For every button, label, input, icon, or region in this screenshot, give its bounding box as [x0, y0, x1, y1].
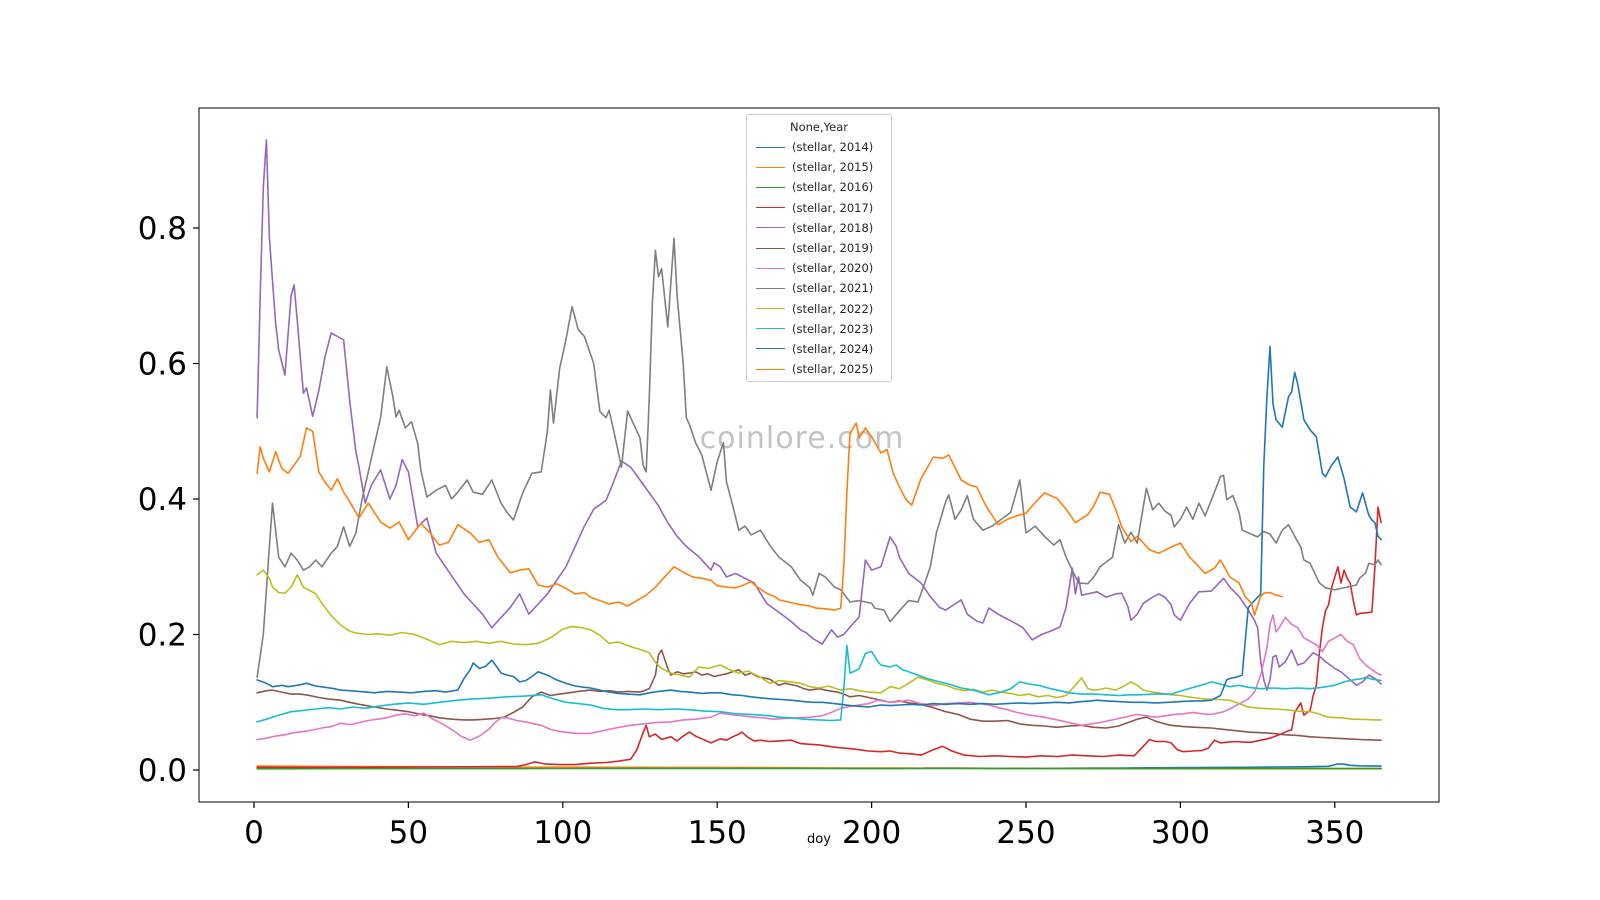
legend-label: (stellar, 2018) — [792, 220, 874, 235]
legend-label: (stellar, 2023) — [792, 321, 874, 336]
legend-line-swatch — [756, 207, 785, 209]
series-line-2019 — [256, 649, 1382, 742]
x-tick-label: 350 — [1305, 815, 1364, 851]
legend: None,Year (stellar, 2014) (stellar, 2015)… — [746, 114, 892, 382]
legend-item-2017: (stellar, 2017) — [747, 198, 891, 218]
legend-item-2024: (stellar, 2024) — [747, 339, 891, 359]
series-line-2023 — [256, 644, 1382, 723]
legend-item-2018: (stellar, 2018) — [747, 218, 891, 238]
y-tick-label: 0.4 — [138, 482, 187, 518]
legend-label: (stellar, 2015) — [792, 160, 874, 175]
legend-item-2019: (stellar, 2019) — [747, 238, 891, 258]
series-line-2017 — [256, 506, 1382, 769]
x-tick-label: 150 — [688, 815, 747, 851]
legend-line-swatch — [756, 146, 785, 148]
series-line-2024 — [256, 345, 1382, 708]
axes-frame — [198, 107, 1440, 803]
legend-line-swatch — [756, 247, 785, 249]
legend-item-2015: (stellar, 2015) — [747, 157, 891, 177]
x-tick-label: 50 — [389, 815, 428, 851]
x-tick-label: 300 — [1151, 815, 1210, 851]
x-tick-label: 0 — [244, 815, 264, 851]
series-line-2021 — [256, 237, 1382, 679]
legend-item-2020: (stellar, 2020) — [747, 258, 891, 278]
y-tick-label: 0.2 — [138, 618, 187, 654]
series-line-2018 — [256, 139, 1382, 691]
legend-label: (stellar, 2022) — [792, 301, 874, 316]
x-tick-label: 100 — [533, 815, 592, 851]
series-line-2020 — [256, 614, 1382, 742]
legend-label: (stellar, 2021) — [792, 281, 874, 296]
legend-line-swatch — [756, 368, 785, 370]
legend-line-swatch — [756, 348, 785, 350]
legend-item-2025: (stellar, 2025) — [747, 359, 891, 379]
legend-item-2021: (stellar, 2021) — [747, 278, 891, 298]
y-tick-label: 0.6 — [138, 347, 187, 383]
legend-label: (stellar, 2016) — [792, 180, 874, 195]
x-axis-label: doy — [807, 832, 831, 847]
legend-label: (stellar, 2025) — [792, 362, 874, 377]
legend-item-2016: (stellar, 2016) — [747, 177, 891, 197]
legend-line-swatch — [756, 186, 785, 188]
y-tick-label: 0.8 — [138, 211, 187, 247]
legend-item-2023: (stellar, 2023) — [747, 319, 891, 339]
legend-line-swatch — [756, 308, 785, 310]
x-tick-label: 250 — [996, 815, 1055, 851]
legend-label: (stellar, 2014) — [792, 140, 874, 155]
series-line-2022 — [256, 569, 1382, 721]
x-tick-label: 200 — [842, 815, 901, 851]
y-tick-label: 0.0 — [138, 753, 187, 789]
legend-title: None,Year — [789, 120, 848, 134]
legend-label: (stellar, 2024) — [792, 341, 874, 356]
legend-line-swatch — [756, 227, 785, 229]
legend-item-2022: (stellar, 2022) — [747, 299, 891, 319]
legend-label: (stellar, 2020) — [792, 261, 874, 276]
legend-label: (stellar, 2019) — [792, 241, 874, 256]
legend-rows: (stellar, 2014) (stellar, 2015) (stellar, … — [747, 137, 891, 379]
legend-line-swatch — [756, 267, 785, 269]
series-line-2025 — [256, 422, 1284, 616]
legend-item-2014: (stellar, 2014) — [747, 137, 891, 157]
legend-label: (stellar, 2017) — [792, 200, 874, 215]
watermark: coinlore.com — [699, 421, 905, 456]
legend-line-swatch — [756, 166, 785, 168]
legend-line-swatch — [756, 328, 785, 330]
legend-line-swatch — [756, 287, 785, 289]
